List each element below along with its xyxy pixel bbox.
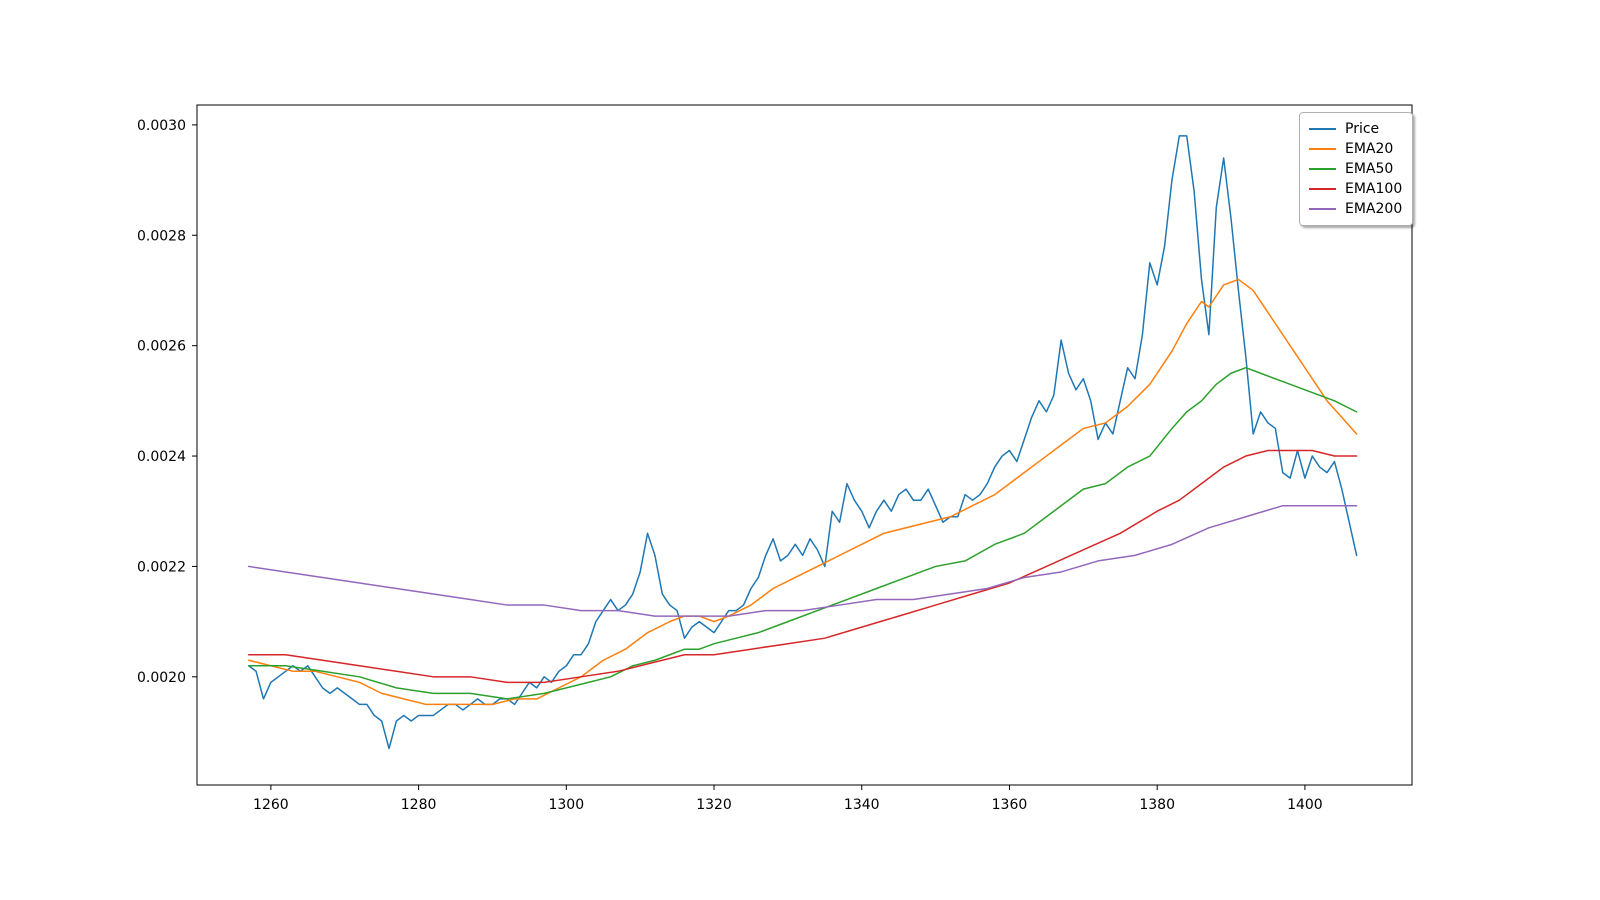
series-line-ema200 bbox=[247, 504, 1358, 617]
x-tick-label: 1260 bbox=[253, 797, 289, 813]
legend-item-ema20: EMA20 bbox=[1309, 139, 1402, 159]
legend-item-price: Price bbox=[1309, 119, 1402, 139]
legend-line-swatch bbox=[1309, 168, 1336, 170]
x-tick-label: 1360 bbox=[992, 797, 1028, 813]
x-tick-label: 1320 bbox=[696, 797, 732, 813]
legend-label: EMA50 bbox=[1345, 161, 1394, 177]
legend-item-ema200: EMA200 bbox=[1309, 199, 1402, 219]
series-line-ema50 bbox=[247, 366, 1358, 700]
legend-line-swatch bbox=[1309, 148, 1336, 150]
x-tick-label: 1380 bbox=[1139, 797, 1175, 813]
series-line-ema20 bbox=[247, 278, 1358, 706]
x-tick-label: 1340 bbox=[844, 797, 880, 813]
legend-label: EMA100 bbox=[1345, 181, 1403, 197]
y-tick-label: 0.0024 bbox=[137, 449, 186, 465]
series-line-price bbox=[247, 135, 1358, 750]
y-tick-label: 0.0022 bbox=[137, 559, 186, 575]
x-tick-label: 1300 bbox=[548, 797, 584, 813]
y-tick-label: 0.0028 bbox=[137, 228, 186, 244]
series-line-ema100 bbox=[247, 449, 1358, 684]
y-tick-label: 0.0026 bbox=[137, 339, 186, 355]
legend-line-swatch bbox=[1309, 128, 1336, 130]
y-tick-label: 0.0030 bbox=[137, 118, 186, 134]
legend-item-ema100: EMA100 bbox=[1309, 179, 1402, 199]
legend-item-ema50: EMA50 bbox=[1309, 159, 1402, 179]
legend-label: Price bbox=[1345, 121, 1380, 137]
legend-label: EMA200 bbox=[1345, 201, 1403, 217]
x-tick-label: 1400 bbox=[1287, 797, 1323, 813]
legend-label: EMA20 bbox=[1345, 141, 1394, 157]
legend-line-swatch bbox=[1309, 188, 1336, 190]
x-tick-label: 1280 bbox=[401, 797, 437, 813]
y-tick-label: 0.0020 bbox=[137, 670, 186, 686]
legend: Price EMA20 EMA50 EMA100 EMA200 bbox=[1299, 112, 1414, 226]
legend-line-swatch bbox=[1309, 208, 1336, 210]
